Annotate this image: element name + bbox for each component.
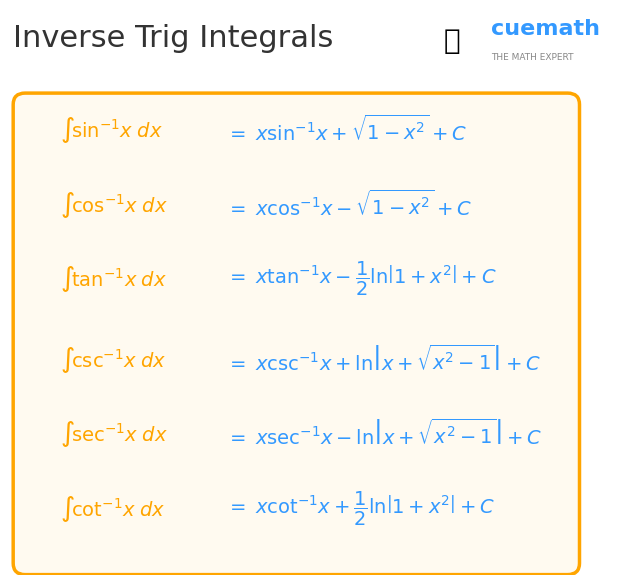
Text: Inverse Trig Integrals: Inverse Trig Integrals [13, 24, 334, 54]
Text: $=\;x\sec^{-1}\!x-\ln\!\left|x+\sqrt{x^2-1}\right|+C$: $=\;x\sec^{-1}\!x-\ln\!\left|x+\sqrt{x^2… [226, 419, 542, 449]
Text: $=\;x\cot^{-1}\!x+\dfrac{1}{2}\ln\!\left|1+x^2\right|+C$: $=\;x\cot^{-1}\!x+\dfrac{1}{2}\ln\!\left… [226, 490, 495, 528]
Text: $=\;x\cos^{-1}\!x-\sqrt{1-x^2}+C$: $=\;x\cos^{-1}\!x-\sqrt{1-x^2}+C$ [226, 190, 471, 220]
FancyBboxPatch shape [13, 93, 580, 575]
Text: $\int\!\tan^{-1}\!x\;dx$: $\int\!\tan^{-1}\!x\;dx$ [60, 264, 167, 294]
Text: $=\;x\tan^{-1}\!x-\dfrac{1}{2}\ln\!\left|1+x^2\right|+C$: $=\;x\tan^{-1}\!x-\dfrac{1}{2}\ln\!\left… [226, 260, 496, 298]
Text: 🚀: 🚀 [444, 27, 461, 55]
Text: $\int\!\cot^{-1}\!x\;dx$: $\int\!\cot^{-1}\!x\;dx$ [60, 494, 166, 524]
Text: $=\;x\csc^{-1}\!x+\ln\!\left|x+\sqrt{x^2-1}\right|+C$: $=\;x\csc^{-1}\!x+\ln\!\left|x+\sqrt{x^2… [226, 344, 541, 375]
Text: $\int\!\sec^{-1}\!x\;dx$: $\int\!\sec^{-1}\!x\;dx$ [60, 419, 168, 449]
Text: $\int\!\sin^{-1}\!x\;dx$: $\int\!\sin^{-1}\!x\;dx$ [60, 115, 163, 145]
Text: $=\;x\sin^{-1}\!x+\sqrt{1-x^2}+C$: $=\;x\sin^{-1}\!x+\sqrt{1-x^2}+C$ [226, 115, 466, 146]
Text: $\int\!\cos^{-1}\!x\;dx$: $\int\!\cos^{-1}\!x\;dx$ [60, 190, 168, 220]
Text: THE MATH EXPERT: THE MATH EXPERT [491, 53, 574, 62]
Text: cuemath: cuemath [491, 18, 600, 39]
Text: $\int\!\csc^{-1}\!x\;dx$: $\int\!\csc^{-1}\!x\;dx$ [60, 344, 167, 374]
